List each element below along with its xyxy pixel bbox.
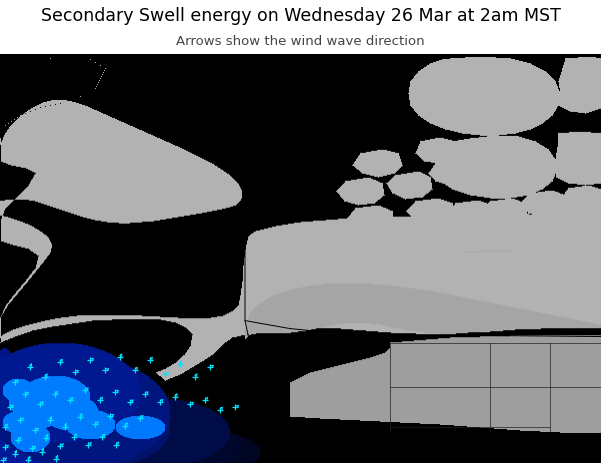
- Text: Arrows show the wind wave direction: Arrows show the wind wave direction: [176, 34, 425, 48]
- Text: Secondary Swell energy on Wednesday 26 Mar at 2am MST: Secondary Swell energy on Wednesday 26 M…: [40, 7, 561, 25]
